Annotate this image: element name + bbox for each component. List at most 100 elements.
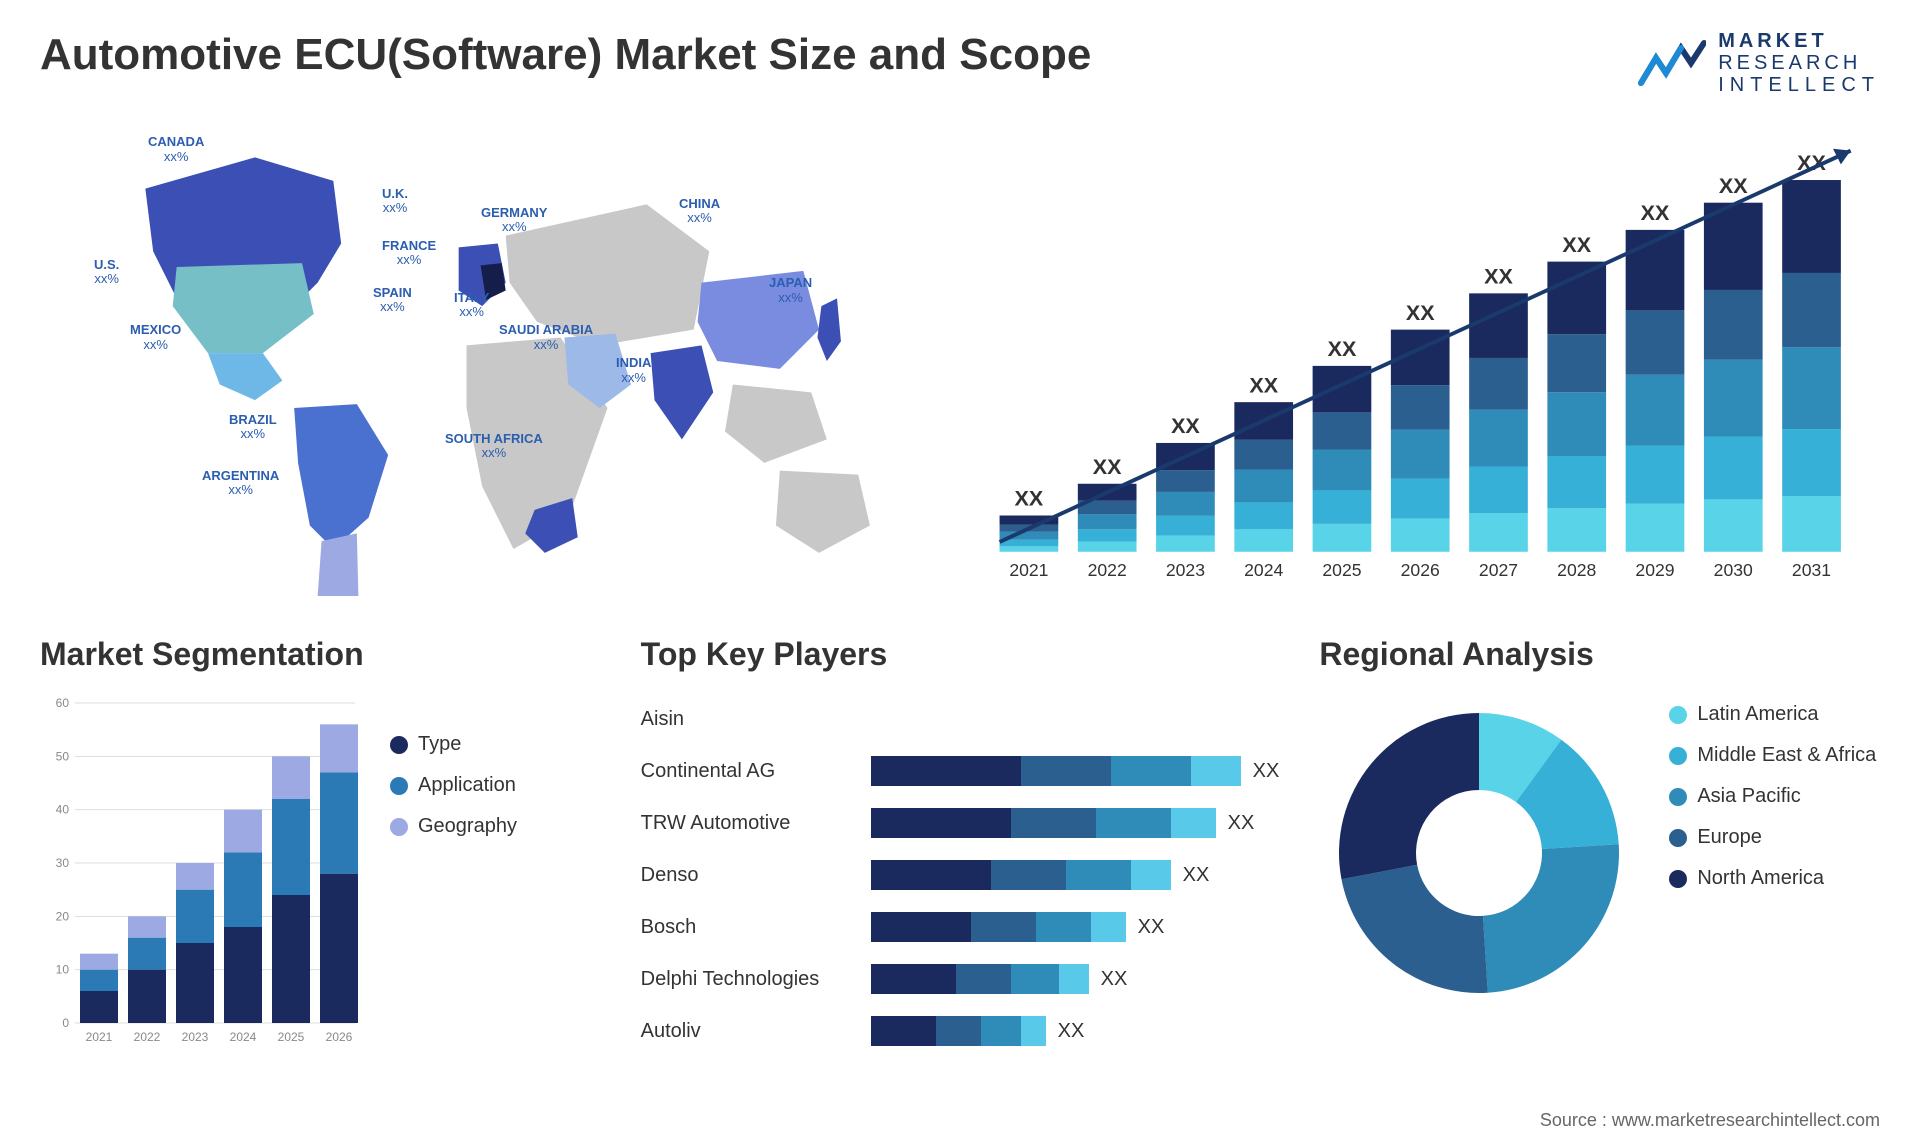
growth-bar-seg [1313, 412, 1372, 449]
growth-bar-seg [1469, 513, 1528, 552]
map-label-u-k-: U.K.xx% [382, 187, 408, 216]
player-bar-seg [1096, 808, 1171, 838]
player-name: Aisin [641, 693, 851, 745]
map-region-aus [776, 471, 870, 553]
player-bar [871, 964, 1089, 994]
growth-bar-seg [1547, 262, 1606, 335]
legend-label: Asia Pacific [1697, 785, 1800, 808]
map-label-canada: CANADAxx% [148, 135, 204, 164]
seg-bar-seg [272, 895, 310, 1023]
legend-dot-icon [390, 818, 408, 836]
logo-line-1: MARKET [1718, 30, 1880, 52]
regional-legend-item: Asia Pacific [1669, 785, 1876, 808]
player-bar-seg [1011, 808, 1096, 838]
seg-bar-seg [80, 970, 118, 991]
seg-ytick: 50 [56, 749, 70, 763]
player-bar-seg [936, 1016, 981, 1046]
regional-legend-item: Middle East & Africa [1669, 744, 1876, 767]
player-bar [871, 1016, 1046, 1046]
growth-value-label: XX [1015, 487, 1044, 511]
map-label-spain: SPAINxx% [373, 286, 412, 315]
player-row: XX [871, 849, 1280, 901]
growth-bar-seg [1626, 310, 1685, 374]
seg-year-label: 2022 [134, 1030, 161, 1044]
growth-value-label: XX [1562, 233, 1591, 257]
seg-bar-seg [176, 863, 214, 890]
regional-legend-item: Latin America [1669, 703, 1876, 726]
seg-bar-seg [224, 852, 262, 927]
seg-bar-seg [80, 954, 118, 970]
player-bar-seg [971, 912, 1036, 942]
seg-year-label: 2026 [326, 1030, 353, 1044]
world-map [40, 126, 940, 596]
seg-bar-seg [128, 970, 166, 1023]
player-row [871, 693, 1280, 745]
seg-ytick: 0 [62, 1016, 69, 1030]
seg-year-label: 2025 [278, 1030, 305, 1044]
player-name: Delphi Technologies [641, 953, 851, 1005]
seg-bar-seg [80, 991, 118, 1023]
regional-panel: Regional Analysis Latin America Middle Ea… [1319, 636, 1880, 1116]
growth-bar-seg [1234, 502, 1293, 529]
growth-bar-seg [1704, 360, 1763, 437]
player-value: XX [1101, 968, 1128, 991]
regional-donut [1319, 693, 1639, 1013]
donut-slice [1483, 844, 1619, 993]
growth-bar-seg [1547, 456, 1606, 508]
growth-year-label: 2026 [1401, 560, 1440, 580]
players-panel: Top Key Players AisinContinental AGTRW A… [641, 636, 1280, 1116]
growth-chart: XX2021XX2022XX2023XX2024XX2025XX2026XX20… [980, 126, 1880, 596]
players-bars: XXXXXXXXXXXX [871, 693, 1280, 1057]
growth-bar-seg [1078, 514, 1137, 529]
legend-dot-icon [390, 736, 408, 754]
growth-bar-seg [1234, 469, 1293, 502]
seg-year-label: 2021 [86, 1030, 113, 1044]
player-bar-seg [1131, 860, 1171, 890]
logo-line-3: INTELLECT [1718, 74, 1880, 96]
growth-bar-seg [1704, 499, 1763, 551]
player-row: XX [871, 901, 1280, 953]
player-bar-seg [1091, 912, 1126, 942]
map-label-germany: GERMANYxx% [481, 206, 547, 235]
donut-slice [1342, 865, 1488, 993]
growth-bar-seg [1313, 490, 1372, 523]
growth-year-label: 2027 [1479, 560, 1518, 580]
player-row: XX [871, 1005, 1280, 1057]
segmentation-panel: Market Segmentation 01020304050602021202… [40, 636, 601, 1116]
player-value: XX [1228, 812, 1255, 835]
segmentation-title: Market Segmentation [40, 636, 601, 673]
growth-bar-seg [1000, 546, 1059, 551]
legend-dot-icon [1669, 706, 1687, 724]
growth-bar-seg [1156, 492, 1215, 516]
growth-year-label: 2021 [1009, 560, 1048, 580]
map-region-arg [318, 533, 359, 596]
brand-logo: MARKET RESEARCH INTELLECT [1636, 30, 1880, 96]
growth-value-label: XX [1328, 337, 1357, 361]
legend-label: Application [418, 774, 516, 797]
player-name: Denso [641, 849, 851, 901]
player-bar-seg [1171, 808, 1216, 838]
logo-line-2: RESEARCH [1718, 52, 1880, 74]
seg-bar-seg [224, 810, 262, 853]
header: Automotive ECU(Software) Market Size and… [40, 30, 1880, 96]
top-row: CANADAxx%U.S.xx%MEXICOxx%BRAZILxx%ARGENT… [40, 126, 1880, 596]
player-bar-seg [1036, 912, 1091, 942]
growth-bar-seg [1391, 518, 1450, 551]
legend-dot-icon [1669, 788, 1687, 806]
growth-bar-seg [1391, 385, 1450, 429]
segmentation-legend: TypeApplicationGeography [390, 693, 517, 1053]
regional-title: Regional Analysis [1319, 636, 1880, 673]
player-bar-seg [1191, 756, 1241, 786]
map-label-italy: ITALYxx% [454, 291, 489, 320]
regional-legend: Latin America Middle East & Africa Asia Pa… [1669, 693, 1876, 890]
growth-bar-seg [1547, 392, 1606, 456]
seg-bar-seg [176, 943, 214, 1023]
growth-bar-seg [1156, 516, 1215, 536]
map-region-sa [294, 404, 388, 549]
legend-label: Middle East & Africa [1697, 744, 1876, 767]
seg-bar-seg [320, 724, 358, 772]
donut-slice [1339, 713, 1479, 879]
player-name: Continental AG [641, 745, 851, 797]
logo-icon [1636, 33, 1706, 93]
legend-dot-icon [1669, 870, 1687, 888]
